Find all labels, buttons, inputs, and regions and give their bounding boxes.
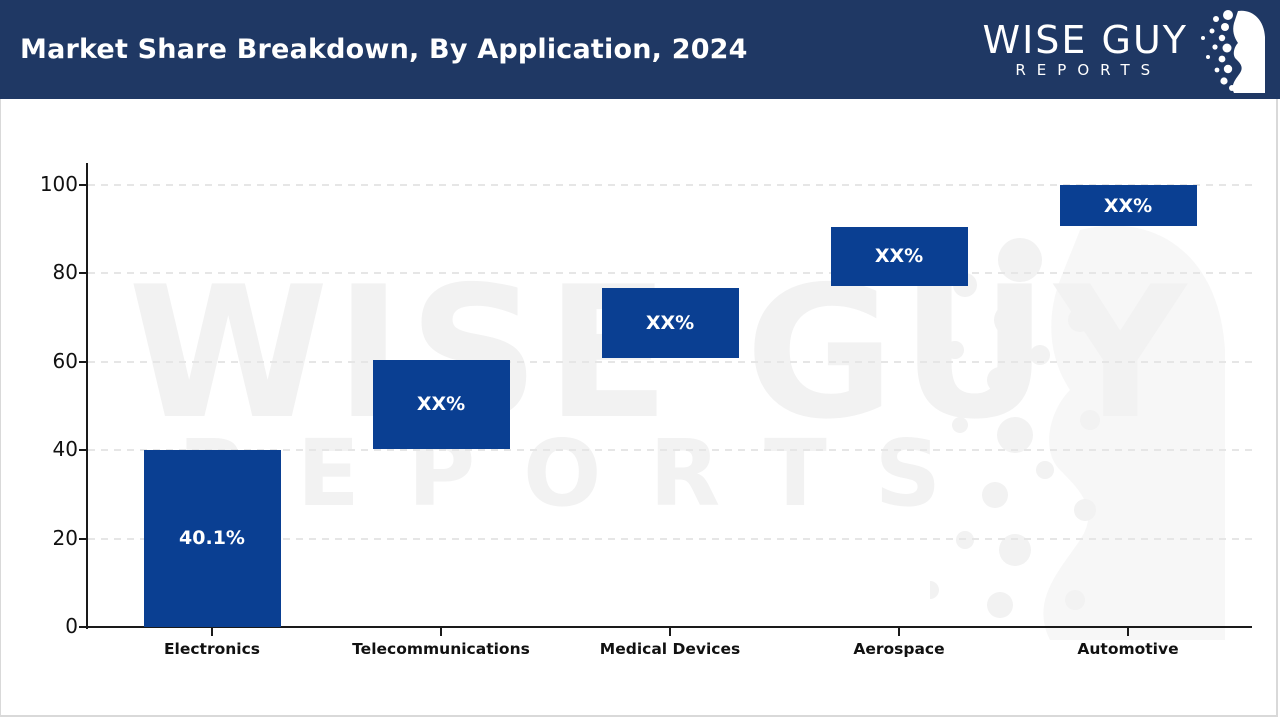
x-tick-mark [898, 628, 900, 636]
wise-guy-logo: WISE GUY REPORTS [983, 7, 1266, 93]
y-tick-label: 80 [52, 260, 78, 285]
watermark-face-icon [930, 225, 1225, 640]
bar-segment-electronics: 40.1% [143, 449, 281, 627]
logo-wordmark: WISE GUY [982, 18, 1188, 62]
x-category-label: Automotive [1077, 640, 1179, 658]
header-bar: Market Share Breakdown, By Application, … [0, 0, 1280, 99]
x-category-label: Aerospace [853, 640, 945, 658]
bar-value-label: 40.1% [179, 527, 245, 550]
bar-value-label: XX% [874, 245, 924, 268]
bar-segment-medical-devices: XX% [601, 287, 739, 359]
y-tick-mark [79, 272, 87, 275]
y-axis-line [86, 162, 88, 629]
y-tick-label: 100 [39, 172, 78, 196]
y-tick-label: 60 [52, 348, 78, 373]
y-tick-label: 0 [65, 614, 78, 638]
x-tick-mark [1127, 628, 1129, 636]
x-tick-mark [440, 628, 442, 636]
y-tick-label: 20 [52, 525, 78, 550]
logo-text: WISE GUY REPORTS [983, 21, 1188, 78]
y-tick-mark [79, 626, 87, 628]
watermark-reports-text: REPORTS [178, 420, 990, 527]
bar-segment-aerospace: XX% [830, 226, 968, 287]
gridline-40 [88, 449, 1252, 452]
logo-face-icon [1201, 9, 1265, 93]
y-tick-mark [79, 537, 87, 540]
y-tick-mark [79, 449, 87, 452]
bar-value-label: XX% [1103, 194, 1153, 217]
x-axis-line [86, 626, 1252, 628]
x-category-label: Electronics [163, 640, 261, 658]
y-tick-label: 40 [52, 437, 78, 462]
y-tick-mark [79, 184, 87, 186]
page-title: Market Share Breakdown, By Application, … [20, 34, 748, 65]
gridline-100 [88, 184, 1252, 186]
bar-segment-automotive: XX% [1059, 185, 1197, 227]
gridline-80 [88, 272, 1252, 275]
bar-segment-telecommunications: XX% [372, 359, 510, 450]
logo-subtitle: REPORTS [1015, 61, 1162, 79]
gridline-20 [88, 537, 1252, 540]
y-tick-mark [79, 360, 87, 363]
bar-value-label: XX% [645, 312, 695, 335]
bar-value-label: XX% [416, 393, 466, 416]
x-category-label: Medical Devices [599, 640, 741, 658]
x-tick-mark [211, 628, 213, 636]
gridline-60 [88, 360, 1252, 363]
x-category-label: Telecommunications [352, 640, 530, 658]
x-tick-mark [669, 628, 671, 636]
